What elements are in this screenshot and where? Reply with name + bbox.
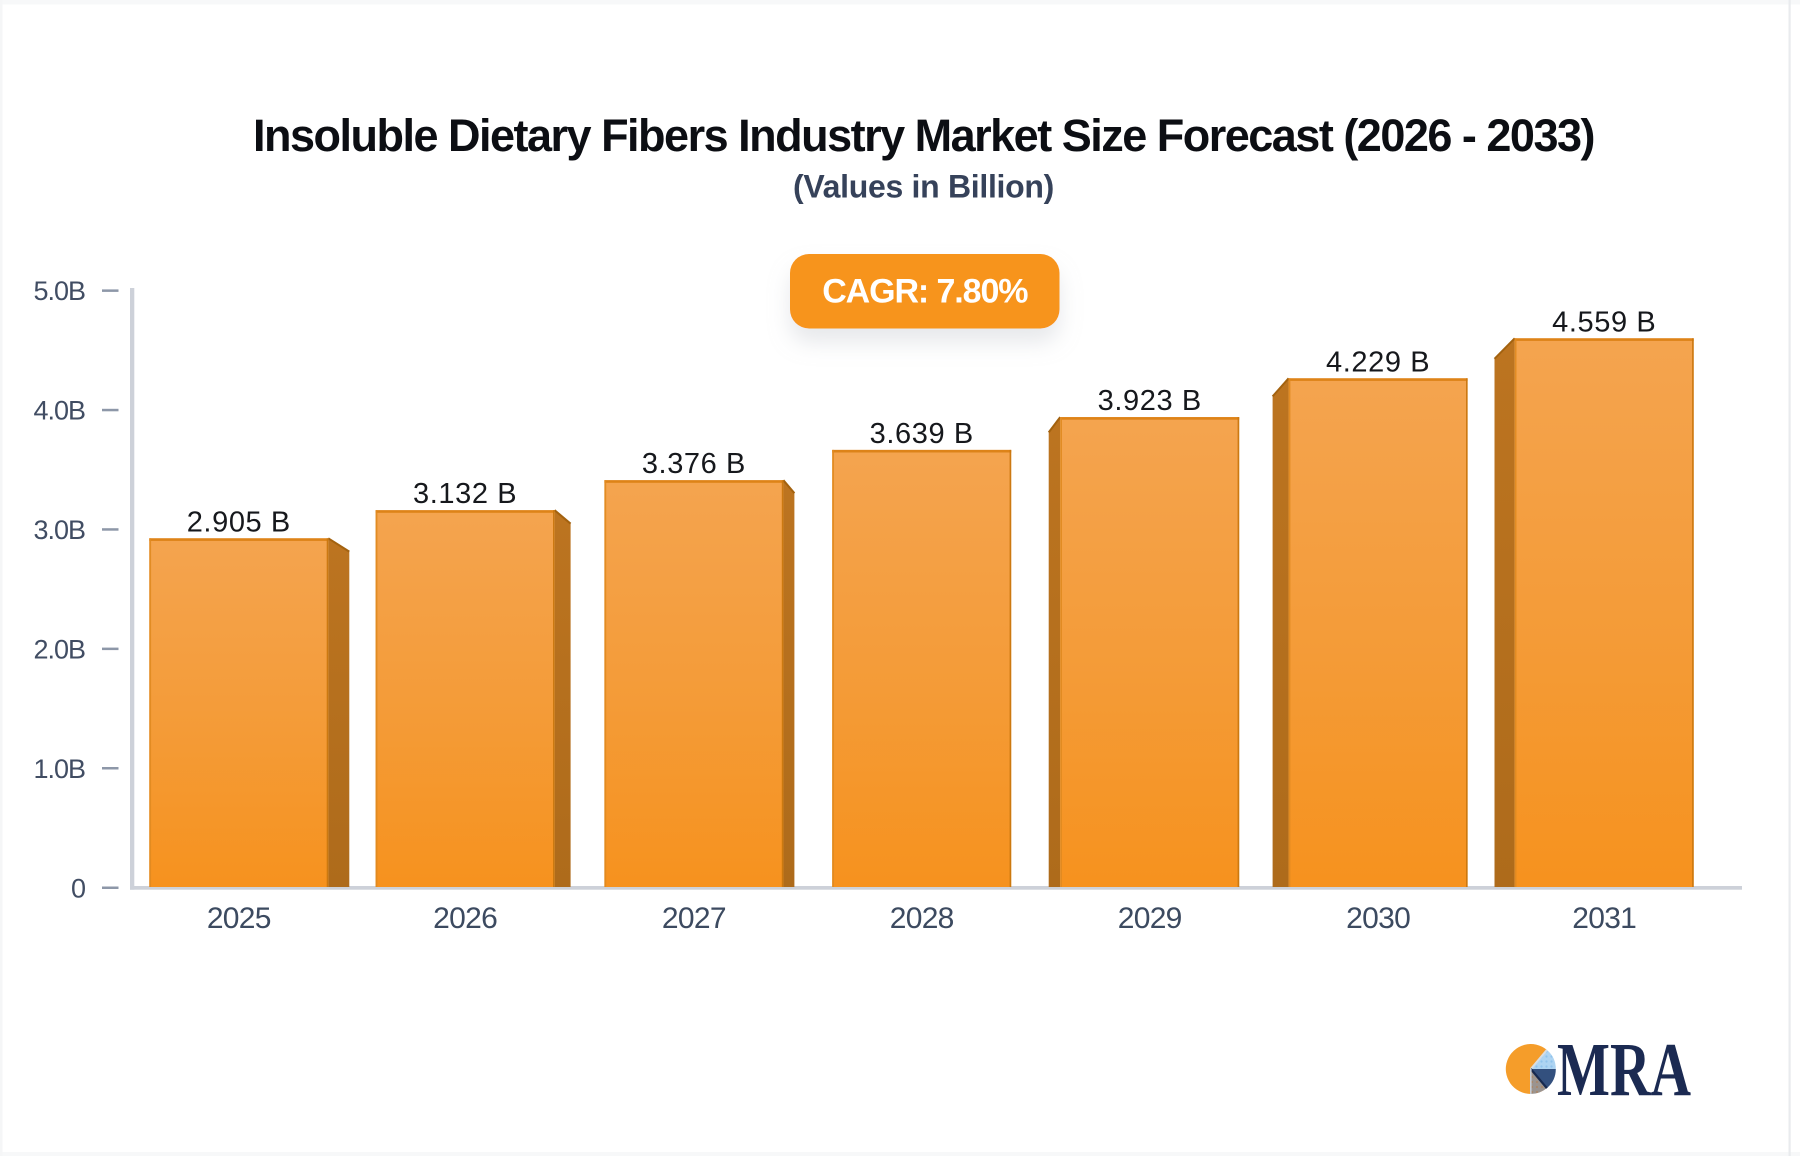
svg-text:2.905 B: 2.905 B: [187, 506, 291, 538]
svg-text:1.0B: 1.0B: [33, 754, 85, 784]
svg-text:2030: 2030: [1346, 902, 1410, 935]
svg-text:5.0B: 5.0B: [33, 276, 85, 306]
svg-text:3.376 B: 3.376 B: [642, 448, 746, 480]
svg-text:2028: 2028: [890, 902, 954, 935]
svg-text:(Values in Billion): (Values in Billion): [793, 169, 1054, 205]
svg-text:2025: 2025: [207, 902, 271, 935]
svg-text:2031: 2031: [1572, 902, 1636, 935]
svg-text:2027: 2027: [662, 902, 726, 935]
svg-text:2026: 2026: [433, 902, 497, 935]
svg-text:4.229 B: 4.229 B: [1326, 346, 1430, 378]
svg-text:Insoluble Dietary Fibers Indus: Insoluble Dietary Fibers Industry Market…: [253, 110, 1594, 161]
svg-text:MRA: MRA: [1557, 1028, 1691, 1112]
svg-text:4.559 B: 4.559 B: [1552, 306, 1656, 338]
svg-text:3.0B: 3.0B: [33, 515, 85, 545]
svg-text:2029: 2029: [1118, 902, 1182, 935]
svg-text:3.923 B: 3.923 B: [1098, 385, 1202, 417]
svg-text:0: 0: [71, 873, 85, 903]
svg-text:4.0B: 4.0B: [33, 396, 85, 426]
svg-text:2.0B: 2.0B: [33, 635, 85, 665]
svg-text:3.132 B: 3.132 B: [413, 478, 517, 510]
svg-text:3.639 B: 3.639 B: [870, 418, 974, 450]
svg-text:CAGR: 7.80%: CAGR: 7.80%: [822, 273, 1028, 311]
